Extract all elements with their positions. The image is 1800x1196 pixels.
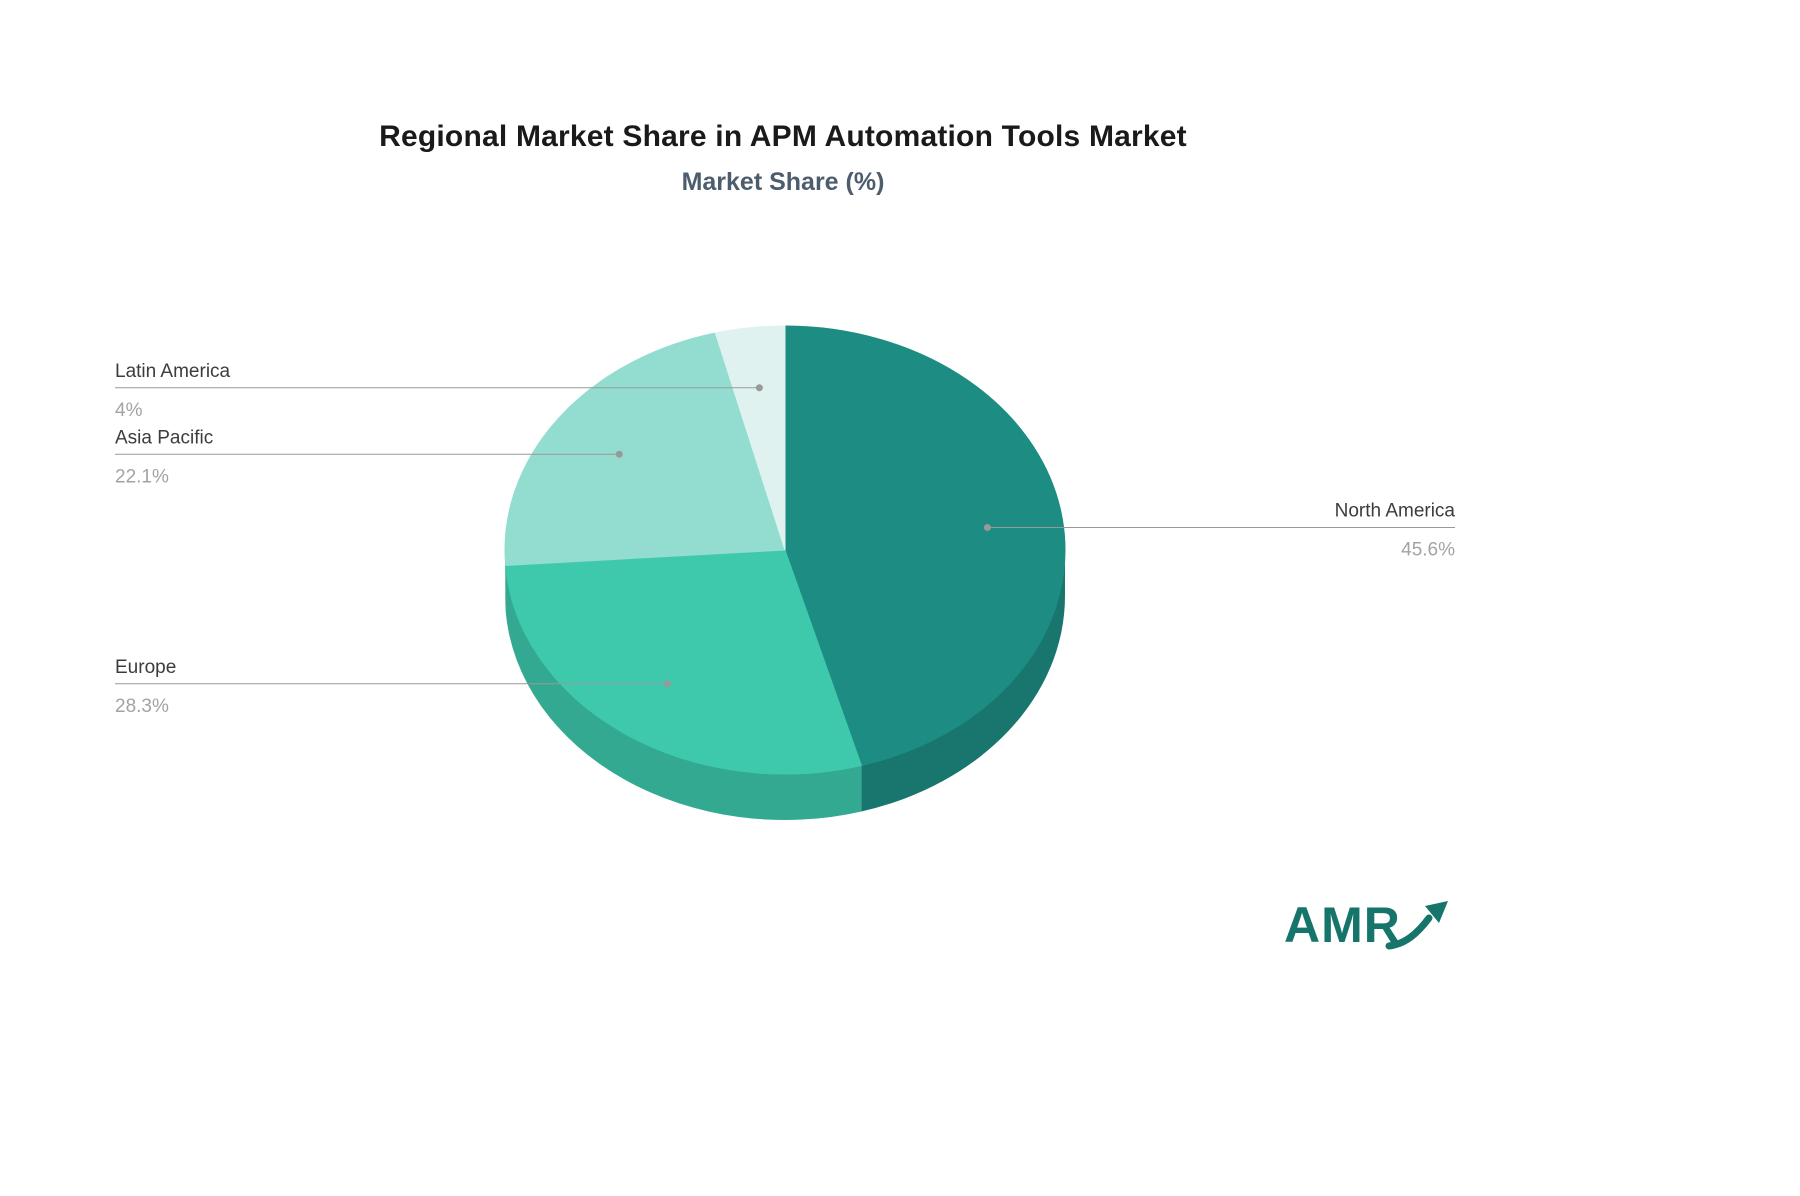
arrow-head xyxy=(1424,901,1448,923)
pie-slice-asia-pacific xyxy=(504,332,786,566)
slice-label-europe: Europe xyxy=(115,657,176,678)
amr-logo: AMR xyxy=(1284,896,1451,956)
pie-slice-side-europe xyxy=(505,565,862,821)
slice-value-europe: 28.3% xyxy=(115,696,169,717)
pie-slice-europe xyxy=(505,549,863,775)
slice-value-north-america: 45.6% xyxy=(1401,539,1455,560)
slice-value-asia-pacific: 22.1% xyxy=(115,466,169,487)
leader-dot-europe xyxy=(663,680,671,688)
slice-label-asia-pacific: Asia Pacific xyxy=(115,427,213,448)
slice-label-north-america: North America xyxy=(1335,500,1456,521)
pie-slice-side-north-america xyxy=(861,550,1065,812)
amr-logo-arrow-icon xyxy=(1385,901,1448,950)
pie-slice-latin-america xyxy=(714,325,786,551)
slice-value-latin-america: 4% xyxy=(115,400,143,421)
arrow-shaft xyxy=(1385,914,1433,950)
slice-label-latin-america: Latin America xyxy=(115,361,231,382)
chart-subtitle: Market Share (%) xyxy=(681,168,885,196)
chart-title: Regional Market Share in APM Automation … xyxy=(379,120,1187,153)
pie-slice-north-america xyxy=(784,325,1066,767)
leader-dot-north-america xyxy=(983,523,991,531)
leader-dot-latin-america xyxy=(755,384,763,392)
leader-dot-asia-pacific xyxy=(615,450,623,458)
amr-logo-text: AMR xyxy=(1284,897,1401,953)
